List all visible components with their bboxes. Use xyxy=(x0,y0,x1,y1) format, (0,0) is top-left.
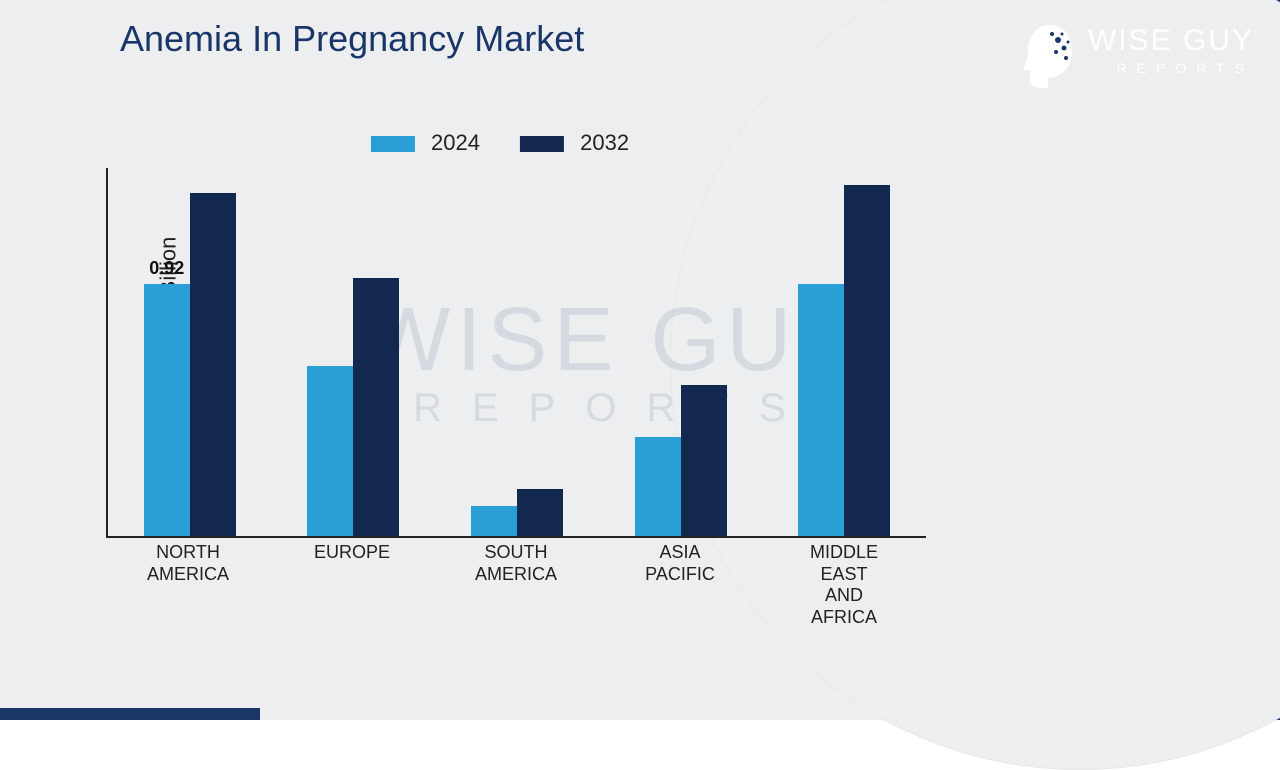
bar-2024: 0.92 xyxy=(144,284,190,536)
legend-label-2032: 2032 xyxy=(580,130,629,155)
chart-title: Anemia In Pregnancy Market xyxy=(120,18,584,60)
brand-line2: REPORTS xyxy=(1088,60,1254,76)
legend-label-2024: 2024 xyxy=(431,130,480,155)
bar-2024 xyxy=(635,437,681,536)
bar-2024 xyxy=(798,284,844,536)
x-axis-label: EUROPE xyxy=(292,542,412,628)
right-band xyxy=(970,0,1280,720)
x-axis-label: NORTHAMERICA xyxy=(128,542,248,628)
bar-value-label: 0.92 xyxy=(144,258,190,279)
bar-groups: 0.92 xyxy=(108,168,926,536)
x-labels: NORTHAMERICA EUROPE SOUTHAMERICA ASIAPACIFI… xyxy=(106,542,926,628)
plot-area: 0.92 xyxy=(106,168,926,538)
legend-item-2032: 2032 xyxy=(520,130,629,156)
legend-swatch-2032 xyxy=(520,136,564,152)
bar-2032 xyxy=(190,193,236,536)
x-axis-label: MIDDLEEASTANDAFRICA xyxy=(784,542,904,628)
x-axis-label: SOUTHAMERICA xyxy=(456,542,576,628)
bar-group xyxy=(798,185,890,536)
bar-2032 xyxy=(517,489,563,536)
legend: 2024 2032 xyxy=(371,130,629,156)
bar-group xyxy=(307,278,399,536)
chart: Market Size in USD Billion 2024 2032 0.9… xyxy=(50,130,950,600)
page-root: WISE GUY REPORTS Anemia In Pregnancy Mar… xyxy=(0,0,1280,720)
bar-2024 xyxy=(307,366,353,536)
bar-group: 0.92 xyxy=(144,193,236,536)
bar-group xyxy=(471,489,563,536)
x-axis-label: ASIAPACIFIC xyxy=(620,542,740,628)
bottom-accent xyxy=(0,708,260,720)
bar-2032 xyxy=(353,278,399,536)
bar-group xyxy=(635,385,727,536)
bar-2032 xyxy=(681,385,727,536)
brand-logo: WISE GUY REPORTS xyxy=(1088,24,1254,76)
bar-2024 xyxy=(471,506,517,536)
brand-line1: WISE GUY xyxy=(1088,24,1254,58)
legend-item-2024: 2024 xyxy=(371,130,480,156)
head-icon xyxy=(1020,20,1080,90)
bar-2032 xyxy=(844,185,890,536)
legend-swatch-2024 xyxy=(371,136,415,152)
